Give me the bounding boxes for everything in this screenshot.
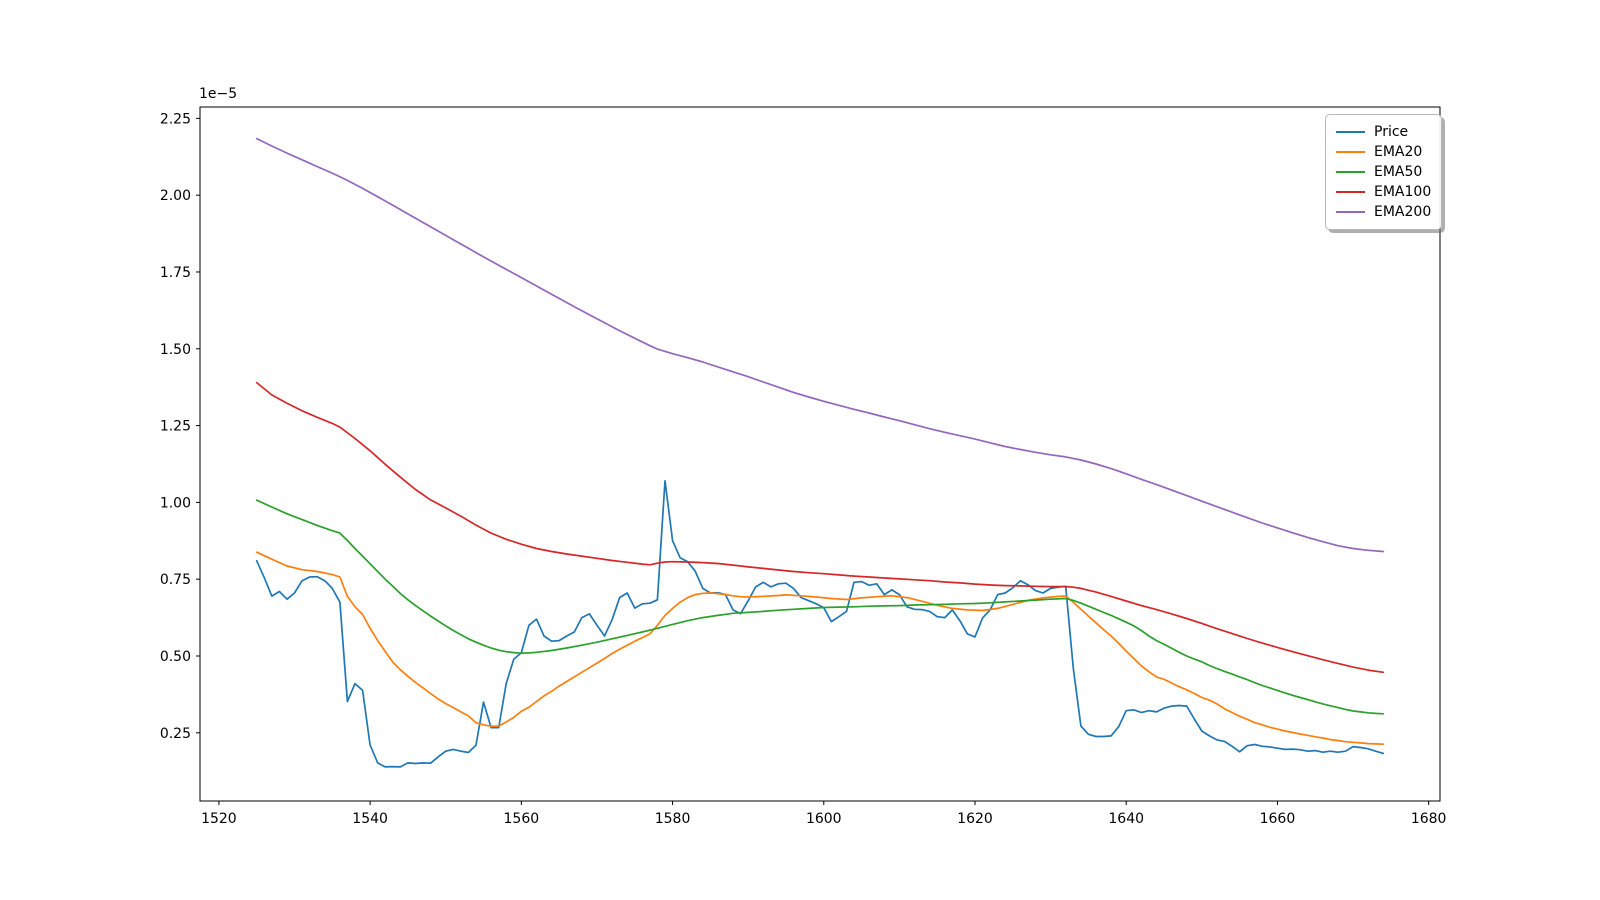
- x-tick-label: 1660: [1260, 811, 1296, 827]
- y-tick-label: 0.75: [160, 572, 191, 588]
- legend-item-ema50: EMA50: [1336, 162, 1431, 182]
- series-line-price: [255, 480, 1385, 768]
- price-line-swatch: [1336, 131, 1365, 133]
- x-tick-label: 1620: [957, 811, 993, 827]
- y-tick-label: 1.00: [160, 495, 191, 511]
- series-line-ema200: [255, 137, 1385, 553]
- x-tick-label: 1540: [352, 811, 388, 827]
- y-tick-label: 1.25: [160, 419, 191, 435]
- ema100-line-swatch: [1336, 191, 1365, 193]
- x-tick-label: 1640: [1108, 811, 1144, 827]
- y-tick-label: 1.75: [160, 265, 191, 281]
- series-line-ema100: [255, 381, 1385, 674]
- legend-label: EMA50: [1374, 164, 1423, 180]
- legend-label: EMA100: [1374, 184, 1432, 200]
- x-tick-label: 1580: [655, 811, 691, 827]
- x-tick-label: 1600: [806, 811, 842, 827]
- y-tick-label: 0.50: [160, 649, 191, 665]
- legend-item-price: Price: [1336, 122, 1431, 142]
- legend-item-ema100: EMA100: [1336, 182, 1431, 202]
- y-tick-label: 0.25: [160, 726, 191, 742]
- x-tick-label: 1560: [504, 811, 540, 827]
- series-line-ema50: [255, 499, 1385, 715]
- legend-item-ema20: EMA20: [1336, 142, 1431, 162]
- ema50-line-swatch: [1336, 171, 1365, 173]
- x-tick-label: 1520: [201, 811, 237, 827]
- y-tick-label: 2.00: [160, 188, 191, 204]
- ema200-line-swatch: [1336, 211, 1365, 213]
- legend-label: EMA20: [1374, 144, 1423, 160]
- legend: Price EMA20 EMA50 EMA100 EMA200: [1325, 114, 1443, 230]
- x-tick-label: 1680: [1411, 811, 1447, 827]
- legend-label: EMA200: [1374, 204, 1432, 220]
- ema20-line-swatch: [1336, 151, 1365, 153]
- legend-item-ema200: EMA200: [1336, 202, 1431, 222]
- y-axis-offset-label: 1e−5: [199, 86, 238, 102]
- series-line-ema20: [255, 551, 1385, 746]
- legend-label: Price: [1374, 124, 1409, 140]
- y-tick-label: 1.50: [160, 342, 191, 358]
- plot-area: [199, 106, 1441, 802]
- y-tick-label: 2.25: [160, 111, 191, 127]
